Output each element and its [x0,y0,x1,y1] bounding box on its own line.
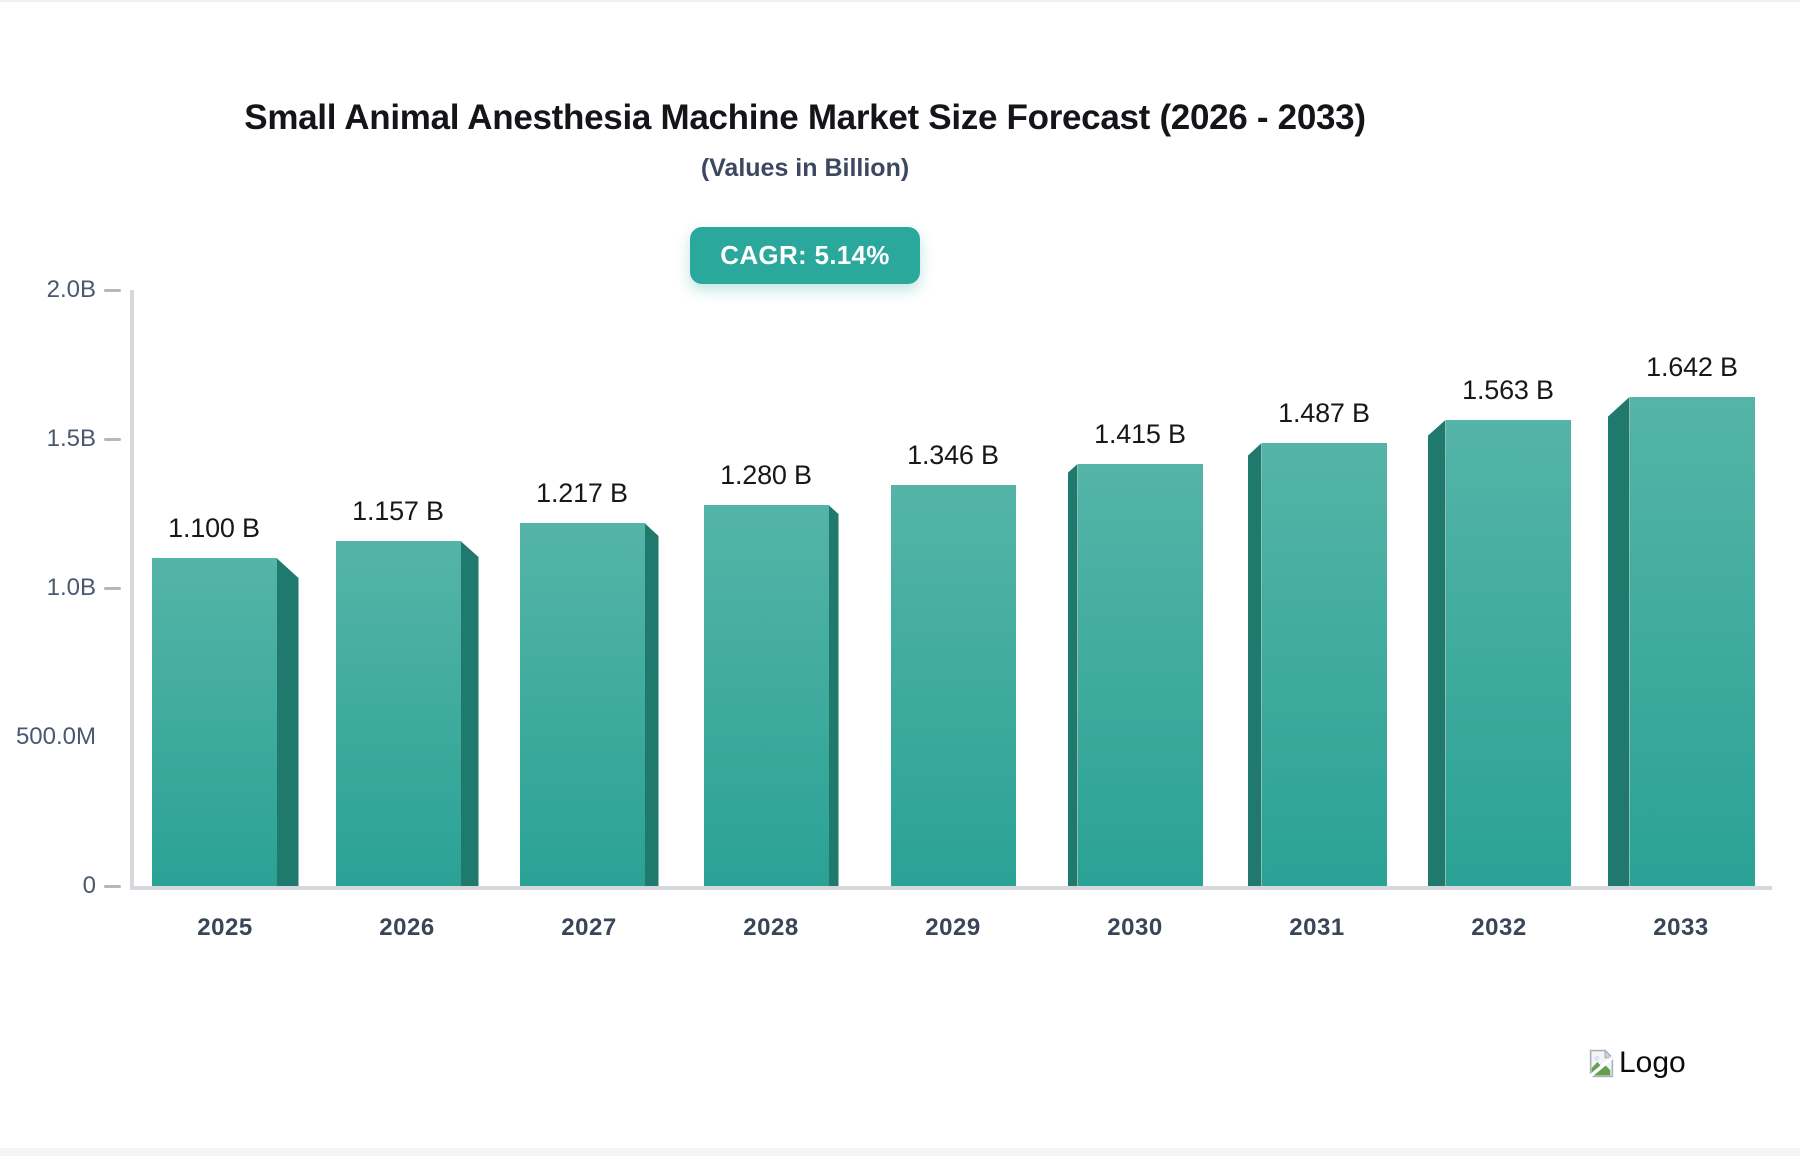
bar-3d-side [460,541,479,886]
y-axis-tick-mark [104,438,121,441]
y-axis-tick-label: 1.5B [46,425,96,452]
bar-front-face [519,523,645,886]
broken-image-icon [1586,1048,1617,1079]
bar-value-label: 1.100 B [168,513,260,543]
bar-slot-2028: 1.280 B [680,290,862,886]
bar-value-label: 1.157 B [352,496,444,526]
x-axis-label-2029: 2029 [925,914,981,941]
x-axis-label-2030: 2030 [1107,914,1163,941]
x-axis-label-2028: 2028 [743,914,799,941]
y-axis-tick-label: 0 [82,872,96,899]
chart-title: Small Animal Anesthesia Machine Market S… [244,98,1366,137]
bar-2031[interactable]: 1.487 B [1247,398,1387,886]
bar-front-face [703,505,829,886]
bar-2026[interactable]: 1.157 B [335,496,479,886]
cagr-badge: CAGR: 5.14% [690,227,920,284]
bar-2032[interactable]: 1.563 B [1427,375,1571,886]
bar-2027[interactable]: 1.217 B [519,478,659,886]
x-axis-label-2025: 2025 [197,914,253,941]
bar-value-label: 1.346 B [907,440,999,470]
bar-slot-2030: 1.415 B [1044,290,1226,886]
y-axis-tick-label: 500.0M [15,723,96,750]
bar-3d-side [644,523,659,886]
bar-value-label: 1.487 B [1278,398,1370,428]
bar-2028[interactable]: 1.280 B [703,460,839,886]
bar-3d-side [828,505,839,886]
bar-3d-side [1607,397,1630,886]
bar-2030[interactable]: 1.415 B [1067,419,1203,886]
bar-3d-side [1067,464,1078,886]
x-axis-line [130,886,1772,890]
x-axis-label-2033: 2033 [1653,914,1709,941]
bar-2025[interactable]: 1.100 B [151,513,299,886]
bar-value-label: 1.563 B [1462,375,1554,405]
logo: Logo [1586,1046,1686,1080]
bar-front-face [1629,397,1755,886]
bar-value-label: 1.280 B [720,460,812,490]
bar-front-face [1445,420,1571,886]
chart-header: Small Animal Anesthesia Machine Market S… [0,2,1610,284]
bar-front-face [890,485,1016,886]
bar-slot-2027: 1.217 B [498,290,680,886]
bar-slot-2031: 1.487 B [1226,290,1408,886]
x-axis-label-2031: 2031 [1289,914,1345,941]
bars-container: 1.100 B 1.157 B 1.217 B 1.280 B 1.346 B 1.415… [134,290,1772,886]
bar-value-label: 1.415 B [1094,419,1186,449]
bar-front-face [335,541,461,886]
bar-slot-2026: 1.157 B [316,290,498,886]
bar-slot-2029: 1.346 B [862,290,1044,886]
logo-alt-text: Logo [1619,1046,1686,1079]
y-axis-tick-mark [104,587,121,590]
bar-value-label: 1.217 B [536,478,628,508]
plot-area: 1.100 B 1.157 B 1.217 B 1.280 B 1.346 B 1.415… [134,290,1772,886]
bar-slot-2025: 1.100 B [134,290,316,886]
bar-2029[interactable]: 1.346 B [890,440,1016,886]
y-axis-tick-label: 2.0B [46,276,96,303]
x-axis-label-2027: 2027 [561,914,617,941]
bar-slot-2032: 1.563 B [1408,290,1590,886]
bar-2033[interactable]: 1.642 B [1607,352,1755,886]
x-axis-labels: 2025 2026 2027 2028 2029 2030 2031 2032 2033 [134,914,1772,942]
bar-3d-side [1247,443,1262,886]
bar-front-face [151,558,277,886]
x-axis-label-2026: 2026 [379,914,435,941]
bar-front-face [1261,443,1387,886]
bar-3d-side [1427,420,1446,886]
x-axis-label-2032: 2032 [1471,914,1527,941]
y-axis-tick-mark [104,885,121,888]
y-axis-line [130,290,134,890]
y-axis-tick-mark [104,289,121,292]
y-axis-tick-label: 1.0B [46,574,96,601]
bar-slot-2033: 1.642 B [1590,290,1772,886]
chart-subtitle: (Values in Billion) [700,154,910,182]
bar-3d-side [276,558,299,886]
bar-value-label: 1.642 B [1646,352,1738,382]
bar-front-face [1077,464,1203,886]
